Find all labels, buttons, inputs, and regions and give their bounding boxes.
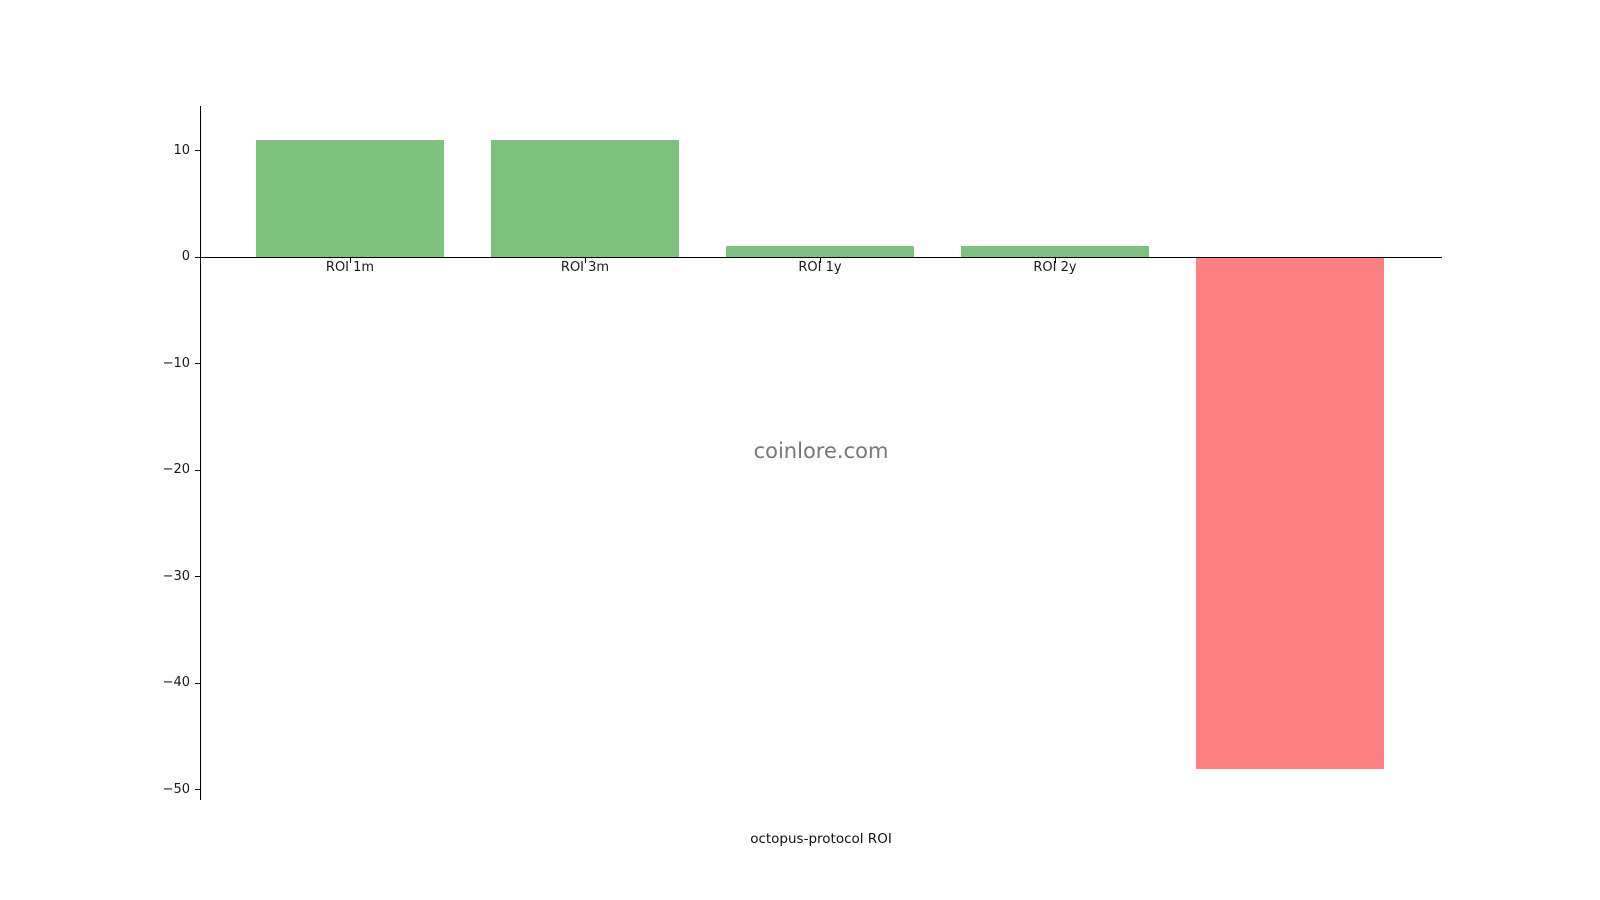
y-tick-label: −20 [162, 462, 190, 477]
y-axis-spine [200, 106, 201, 800]
x-tick-mark [1055, 257, 1056, 263]
y-tick-label: 0 [181, 249, 190, 264]
x-tick-mark [820, 257, 821, 263]
x-tick-mark [350, 257, 351, 263]
x-tick-label: ROI 2y [1033, 260, 1077, 275]
y-tick-mark [195, 469, 200, 471]
y-tick-label: 10 [173, 142, 190, 158]
y-tick-mark [195, 363, 200, 364]
watermark-text: coinlore.com [753, 439, 889, 463]
bar-roi-1m [256, 139, 444, 257]
y-tick-label: −10 [162, 355, 190, 371]
x-tick-label: ROI 3m [560, 260, 610, 275]
y-tick-label: −40 [162, 675, 190, 690]
bar-roi-1y [726, 246, 914, 257]
bar-roi-3m [491, 139, 679, 257]
bar-roi-2y [961, 246, 1149, 257]
y-tick-mark [195, 682, 200, 684]
y-tick-label: −50 [162, 781, 190, 797]
y-tick-mark [195, 576, 200, 577]
x-tick-label: ROI 1y [798, 260, 842, 275]
y-tick-mark [195, 789, 200, 790]
y-tick-mark [195, 150, 200, 151]
chart-title: octopus-protocol ROI [750, 831, 892, 847]
x-tick-label: ROI 1m [325, 260, 375, 275]
y-tick-mark [195, 256, 200, 258]
bar-unlabeled [1196, 258, 1384, 770]
x-axis-line [200, 257, 1442, 258]
y-tick-label: −30 [162, 568, 190, 584]
x-tick-mark [585, 257, 586, 263]
